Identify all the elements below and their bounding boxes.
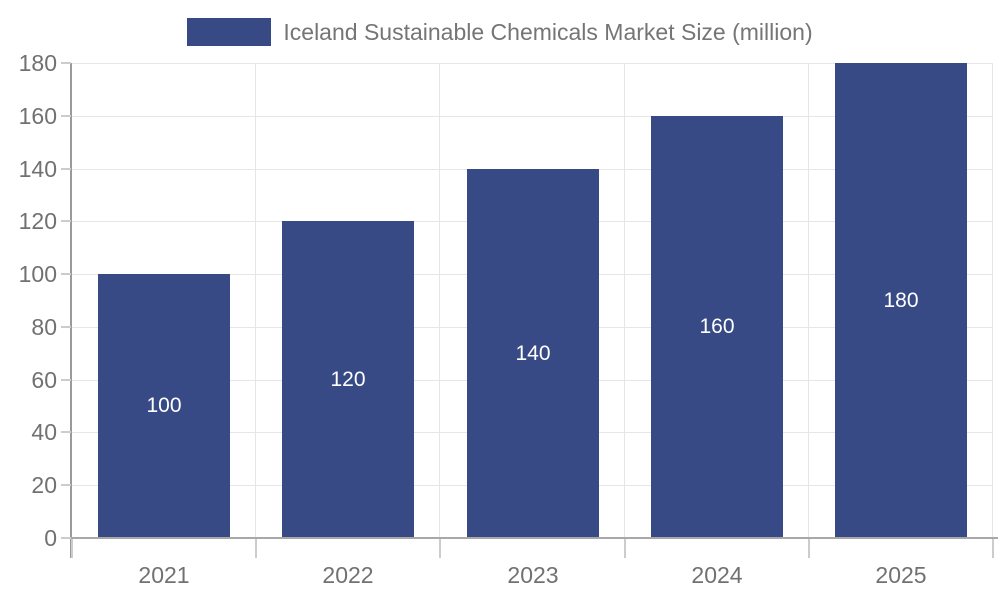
chart-legend[interactable]: Iceland Sustainable Chemicals Market Siz… xyxy=(0,17,1000,47)
y-tick xyxy=(61,62,71,64)
bar-value-label: 120 xyxy=(330,367,366,391)
x-tick xyxy=(71,539,73,558)
legend-swatch-icon xyxy=(187,18,272,46)
v-gridline xyxy=(439,63,440,538)
x-tick xyxy=(992,539,994,558)
y-tick xyxy=(61,273,71,275)
bar-value-label: 160 xyxy=(699,315,735,338)
bar: 180 xyxy=(835,63,967,538)
x-tick xyxy=(255,539,257,558)
x-tick-label: 2021 xyxy=(138,562,190,588)
h-gridline xyxy=(72,116,993,117)
y-tick xyxy=(61,537,71,539)
y-tick xyxy=(61,115,71,117)
plot-area: 100 120 140 160 180 xyxy=(72,63,993,538)
bar-value-label: 100 xyxy=(146,394,182,417)
x-tick xyxy=(808,539,810,558)
h-gridline xyxy=(72,63,993,64)
y-tick xyxy=(61,220,71,222)
y-tick-label: 180 xyxy=(18,50,57,76)
x-tick-label: 2022 xyxy=(322,562,374,588)
y-tick xyxy=(61,484,71,486)
y-tick-label: 140 xyxy=(18,156,57,182)
v-gridline xyxy=(624,63,625,538)
y-tick-label: 60 xyxy=(31,367,57,393)
bar: 100 xyxy=(98,274,230,538)
y-tick-label: 80 xyxy=(31,314,57,340)
y-tick-label: 160 xyxy=(18,103,57,129)
legend-label: Iceland Sustainable Chemicals Market Siz… xyxy=(283,19,813,45)
bar: 160 xyxy=(651,116,783,538)
x-tick-label: 2024 xyxy=(691,562,743,588)
bar: 120 xyxy=(282,221,414,538)
y-tick xyxy=(61,379,71,381)
y-tick-label: 120 xyxy=(18,208,57,234)
v-gridline xyxy=(992,63,993,538)
bar-value-label: 180 xyxy=(883,288,919,312)
x-tick-label: 2023 xyxy=(507,562,559,588)
y-tick-label: 20 xyxy=(31,472,57,498)
y-axis-line xyxy=(70,63,72,558)
x-axis-line xyxy=(70,537,998,539)
x-tick xyxy=(439,539,441,558)
v-gridline xyxy=(255,63,256,538)
v-gridline xyxy=(808,63,809,538)
bar-value-label: 140 xyxy=(515,341,551,365)
y-tick xyxy=(61,326,71,328)
x-tick xyxy=(624,539,626,558)
x-tick-label: 2025 xyxy=(875,562,927,588)
y-tick xyxy=(61,431,71,433)
y-tick-label: 0 xyxy=(44,525,57,551)
y-tick xyxy=(61,168,71,170)
bar: 140 xyxy=(467,169,599,538)
y-tick-label: 100 xyxy=(18,261,57,287)
y-tick-label: 40 xyxy=(31,419,57,445)
